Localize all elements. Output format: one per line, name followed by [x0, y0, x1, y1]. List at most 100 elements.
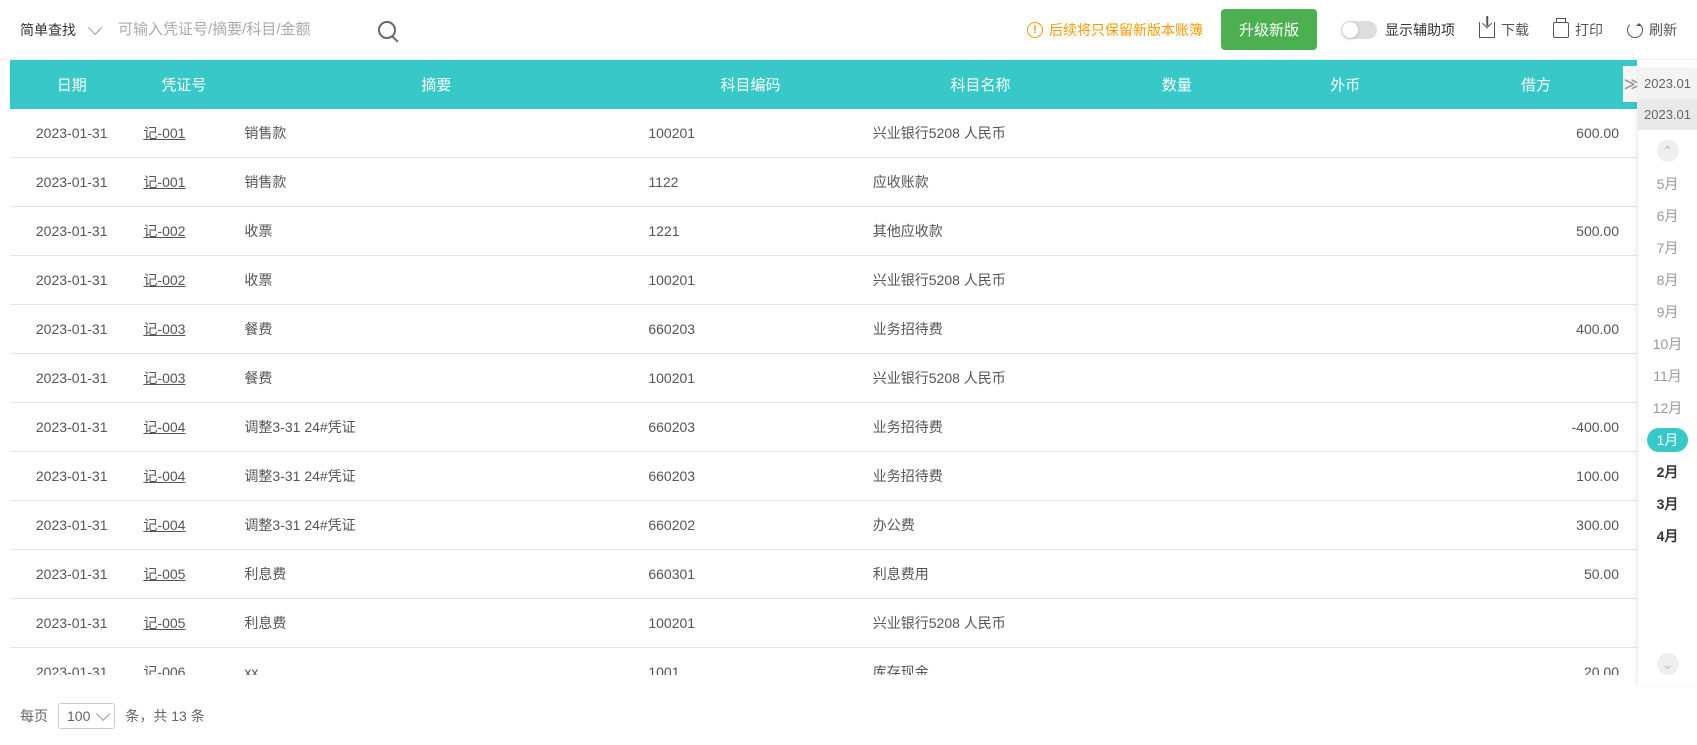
- month-item[interactable]: 4月: [1657, 524, 1679, 548]
- voucher-link[interactable]: 记-004: [143, 419, 185, 435]
- cell-summary: 收票: [234, 207, 638, 256]
- month-item[interactable]: 6月: [1657, 204, 1679, 228]
- month-item[interactable]: 5月: [1657, 172, 1679, 196]
- voucher-link[interactable]: 记-001: [143, 125, 185, 141]
- voucher-link[interactable]: 记-002: [143, 223, 185, 239]
- month-item[interactable]: 11月: [1653, 364, 1682, 388]
- cell-qty: [1098, 305, 1255, 354]
- cell-code: 1001: [638, 648, 862, 676]
- cell-summary: 调整3-31 24#凭证: [234, 452, 638, 501]
- print-icon: [1553, 22, 1569, 38]
- search-mode-label: 简单查找: [20, 20, 76, 40]
- cell-date: 2023-01-31: [10, 354, 133, 403]
- col-voucher-header: 凭证号: [133, 60, 234, 109]
- col-date-header: 日期: [10, 60, 133, 109]
- period-scroll-up-icon[interactable]: ⌃: [1657, 140, 1679, 162]
- cell-name: 其他应收款: [863, 207, 1099, 256]
- cell-debit: -400.00: [1435, 403, 1637, 452]
- warning-icon: !: [1027, 22, 1043, 38]
- cell-name: 业务招待费: [863, 305, 1099, 354]
- cell-name: 兴业银行5208 人民币: [863, 109, 1099, 158]
- cell-name: 库存现金: [863, 648, 1099, 676]
- voucher-link[interactable]: 记-004: [143, 517, 185, 533]
- cell-code: 100201: [638, 354, 862, 403]
- cell-date: 2023-01-31: [10, 109, 133, 158]
- download-icon: [1479, 22, 1495, 38]
- cell-debit: 300.00: [1435, 501, 1637, 550]
- cell-code: 660203: [638, 305, 862, 354]
- upgrade-button[interactable]: 升级新版: [1221, 9, 1317, 50]
- toggle-label: 显示辅助项: [1385, 20, 1455, 40]
- col-qty-header: 数量: [1098, 60, 1255, 109]
- month-item[interactable]: 3月: [1657, 492, 1679, 516]
- download-button[interactable]: 下载: [1479, 20, 1529, 40]
- chevron-down-icon: [88, 20, 102, 34]
- cell-code: 100201: [638, 256, 862, 305]
- voucher-link[interactable]: 记-006: [143, 664, 185, 675]
- month-item[interactable]: 2月: [1657, 460, 1679, 484]
- cell-voucher: 记-002: [133, 256, 234, 305]
- cell-qty: [1098, 501, 1255, 550]
- table-row: 2023-01-31记-004调整3-31 24#凭证660203业务招待费-4…: [10, 403, 1637, 452]
- period-scroll-down-icon[interactable]: ⌄: [1657, 653, 1679, 675]
- table-row: 2023-01-31记-004调整3-31 24#凭证660202办公费300.…: [10, 501, 1637, 550]
- cell-debit: 50.00: [1435, 550, 1637, 599]
- refresh-button[interactable]: 刷新: [1627, 20, 1677, 40]
- print-button[interactable]: 打印: [1553, 20, 1603, 40]
- voucher-link[interactable]: 记-002: [143, 272, 185, 288]
- voucher-link[interactable]: 记-001: [143, 174, 185, 190]
- cell-voucher: 记-001: [133, 158, 234, 207]
- period-start[interactable]: 2023.01: [1638, 68, 1697, 99]
- voucher-link[interactable]: 记-005: [143, 566, 185, 582]
- month-item-active[interactable]: 1月2023: [1647, 428, 1689, 452]
- table-row: 2023-01-31记-003餐费660203业务招待费400.00: [10, 305, 1637, 354]
- voucher-link[interactable]: 记-003: [143, 321, 185, 337]
- cell-qty: [1098, 648, 1255, 676]
- cell-name: 业务招待费: [863, 452, 1099, 501]
- voucher-link[interactable]: 记-004: [143, 468, 185, 484]
- month-item[interactable]: 9月: [1657, 300, 1679, 324]
- cell-fc: [1255, 452, 1435, 501]
- cell-summary: 收票: [234, 256, 638, 305]
- per-page-label: 每页: [20, 706, 48, 726]
- refresh-icon: [1627, 22, 1643, 38]
- cell-summary: 利息费: [234, 550, 638, 599]
- cell-name: 业务招待费: [863, 403, 1099, 452]
- cell-date: 2023-01-31: [10, 452, 133, 501]
- month-item[interactable]: 7月: [1657, 236, 1679, 260]
- cell-date: 2023-01-31: [10, 648, 133, 676]
- cell-summary: 餐费: [234, 305, 638, 354]
- month-item[interactable]: 12月: [1653, 396, 1683, 420]
- page-size-select[interactable]: 100: [58, 703, 115, 729]
- cell-voucher: 记-001: [133, 109, 234, 158]
- cell-qty: [1098, 452, 1255, 501]
- cell-date: 2023-01-31: [10, 305, 133, 354]
- cell-voucher: 记-004: [133, 501, 234, 550]
- expand-columns-icon[interactable]: ≫: [1623, 66, 1637, 102]
- table-row: 2023-01-31记-002收票100201兴业银行5208 人民币: [10, 256, 1637, 305]
- search-input[interactable]: [118, 21, 378, 38]
- cell-fc: [1255, 158, 1435, 207]
- search-icon[interactable]: [378, 21, 396, 39]
- cell-voucher: 记-003: [133, 354, 234, 403]
- auxiliary-toggle[interactable]: [1341, 21, 1377, 39]
- cell-debit: [1435, 256, 1637, 305]
- search-mode-dropdown[interactable]: 简单查找: [20, 20, 118, 40]
- cell-fc: [1255, 354, 1435, 403]
- cell-qty: [1098, 354, 1255, 403]
- cell-qty: [1098, 256, 1255, 305]
- month-item[interactable]: 8月: [1657, 268, 1679, 292]
- cell-code: 100201: [638, 109, 862, 158]
- cell-debit: [1435, 599, 1637, 648]
- page-size-value: 100: [67, 708, 90, 724]
- voucher-link[interactable]: 记-003: [143, 370, 185, 386]
- cell-code: 660301: [638, 550, 862, 599]
- voucher-link[interactable]: 记-005: [143, 615, 185, 631]
- cell-code: 660203: [638, 403, 862, 452]
- cell-fc: [1255, 207, 1435, 256]
- col-code-header: 科目编码: [638, 60, 862, 109]
- cell-date: 2023-01-31: [10, 207, 133, 256]
- period-end[interactable]: 2023.01: [1638, 99, 1697, 130]
- cell-code: 660203: [638, 452, 862, 501]
- month-item[interactable]: 10月: [1653, 332, 1683, 356]
